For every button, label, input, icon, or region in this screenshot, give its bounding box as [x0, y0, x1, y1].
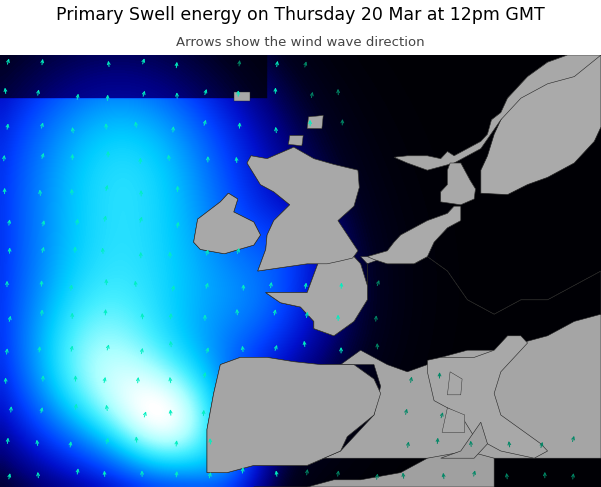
- Polygon shape: [207, 357, 380, 472]
- Polygon shape: [288, 136, 303, 146]
- Polygon shape: [442, 408, 465, 432]
- Polygon shape: [394, 55, 601, 170]
- Polygon shape: [194, 193, 260, 254]
- Polygon shape: [441, 422, 487, 458]
- Polygon shape: [481, 55, 601, 195]
- Polygon shape: [234, 93, 250, 101]
- Polygon shape: [266, 257, 601, 466]
- Polygon shape: [266, 257, 367, 336]
- Polygon shape: [194, 193, 260, 254]
- Polygon shape: [254, 451, 494, 487]
- Text: Primary Swell energy on Thursday 20 Mar at 12pm GMT: Primary Swell energy on Thursday 20 Mar …: [56, 6, 545, 24]
- Polygon shape: [394, 55, 601, 170]
- Polygon shape: [266, 257, 367, 336]
- Polygon shape: [307, 115, 323, 129]
- Polygon shape: [441, 163, 475, 205]
- Polygon shape: [367, 206, 461, 264]
- Polygon shape: [367, 206, 461, 264]
- Text: Arrows show the wind wave direction: Arrows show the wind wave direction: [176, 37, 425, 49]
- Polygon shape: [247, 147, 359, 271]
- Polygon shape: [447, 372, 462, 395]
- Polygon shape: [288, 136, 303, 146]
- Polygon shape: [247, 147, 359, 271]
- Polygon shape: [427, 336, 548, 458]
- Polygon shape: [307, 115, 323, 129]
- Polygon shape: [207, 357, 380, 472]
- Polygon shape: [441, 163, 475, 205]
